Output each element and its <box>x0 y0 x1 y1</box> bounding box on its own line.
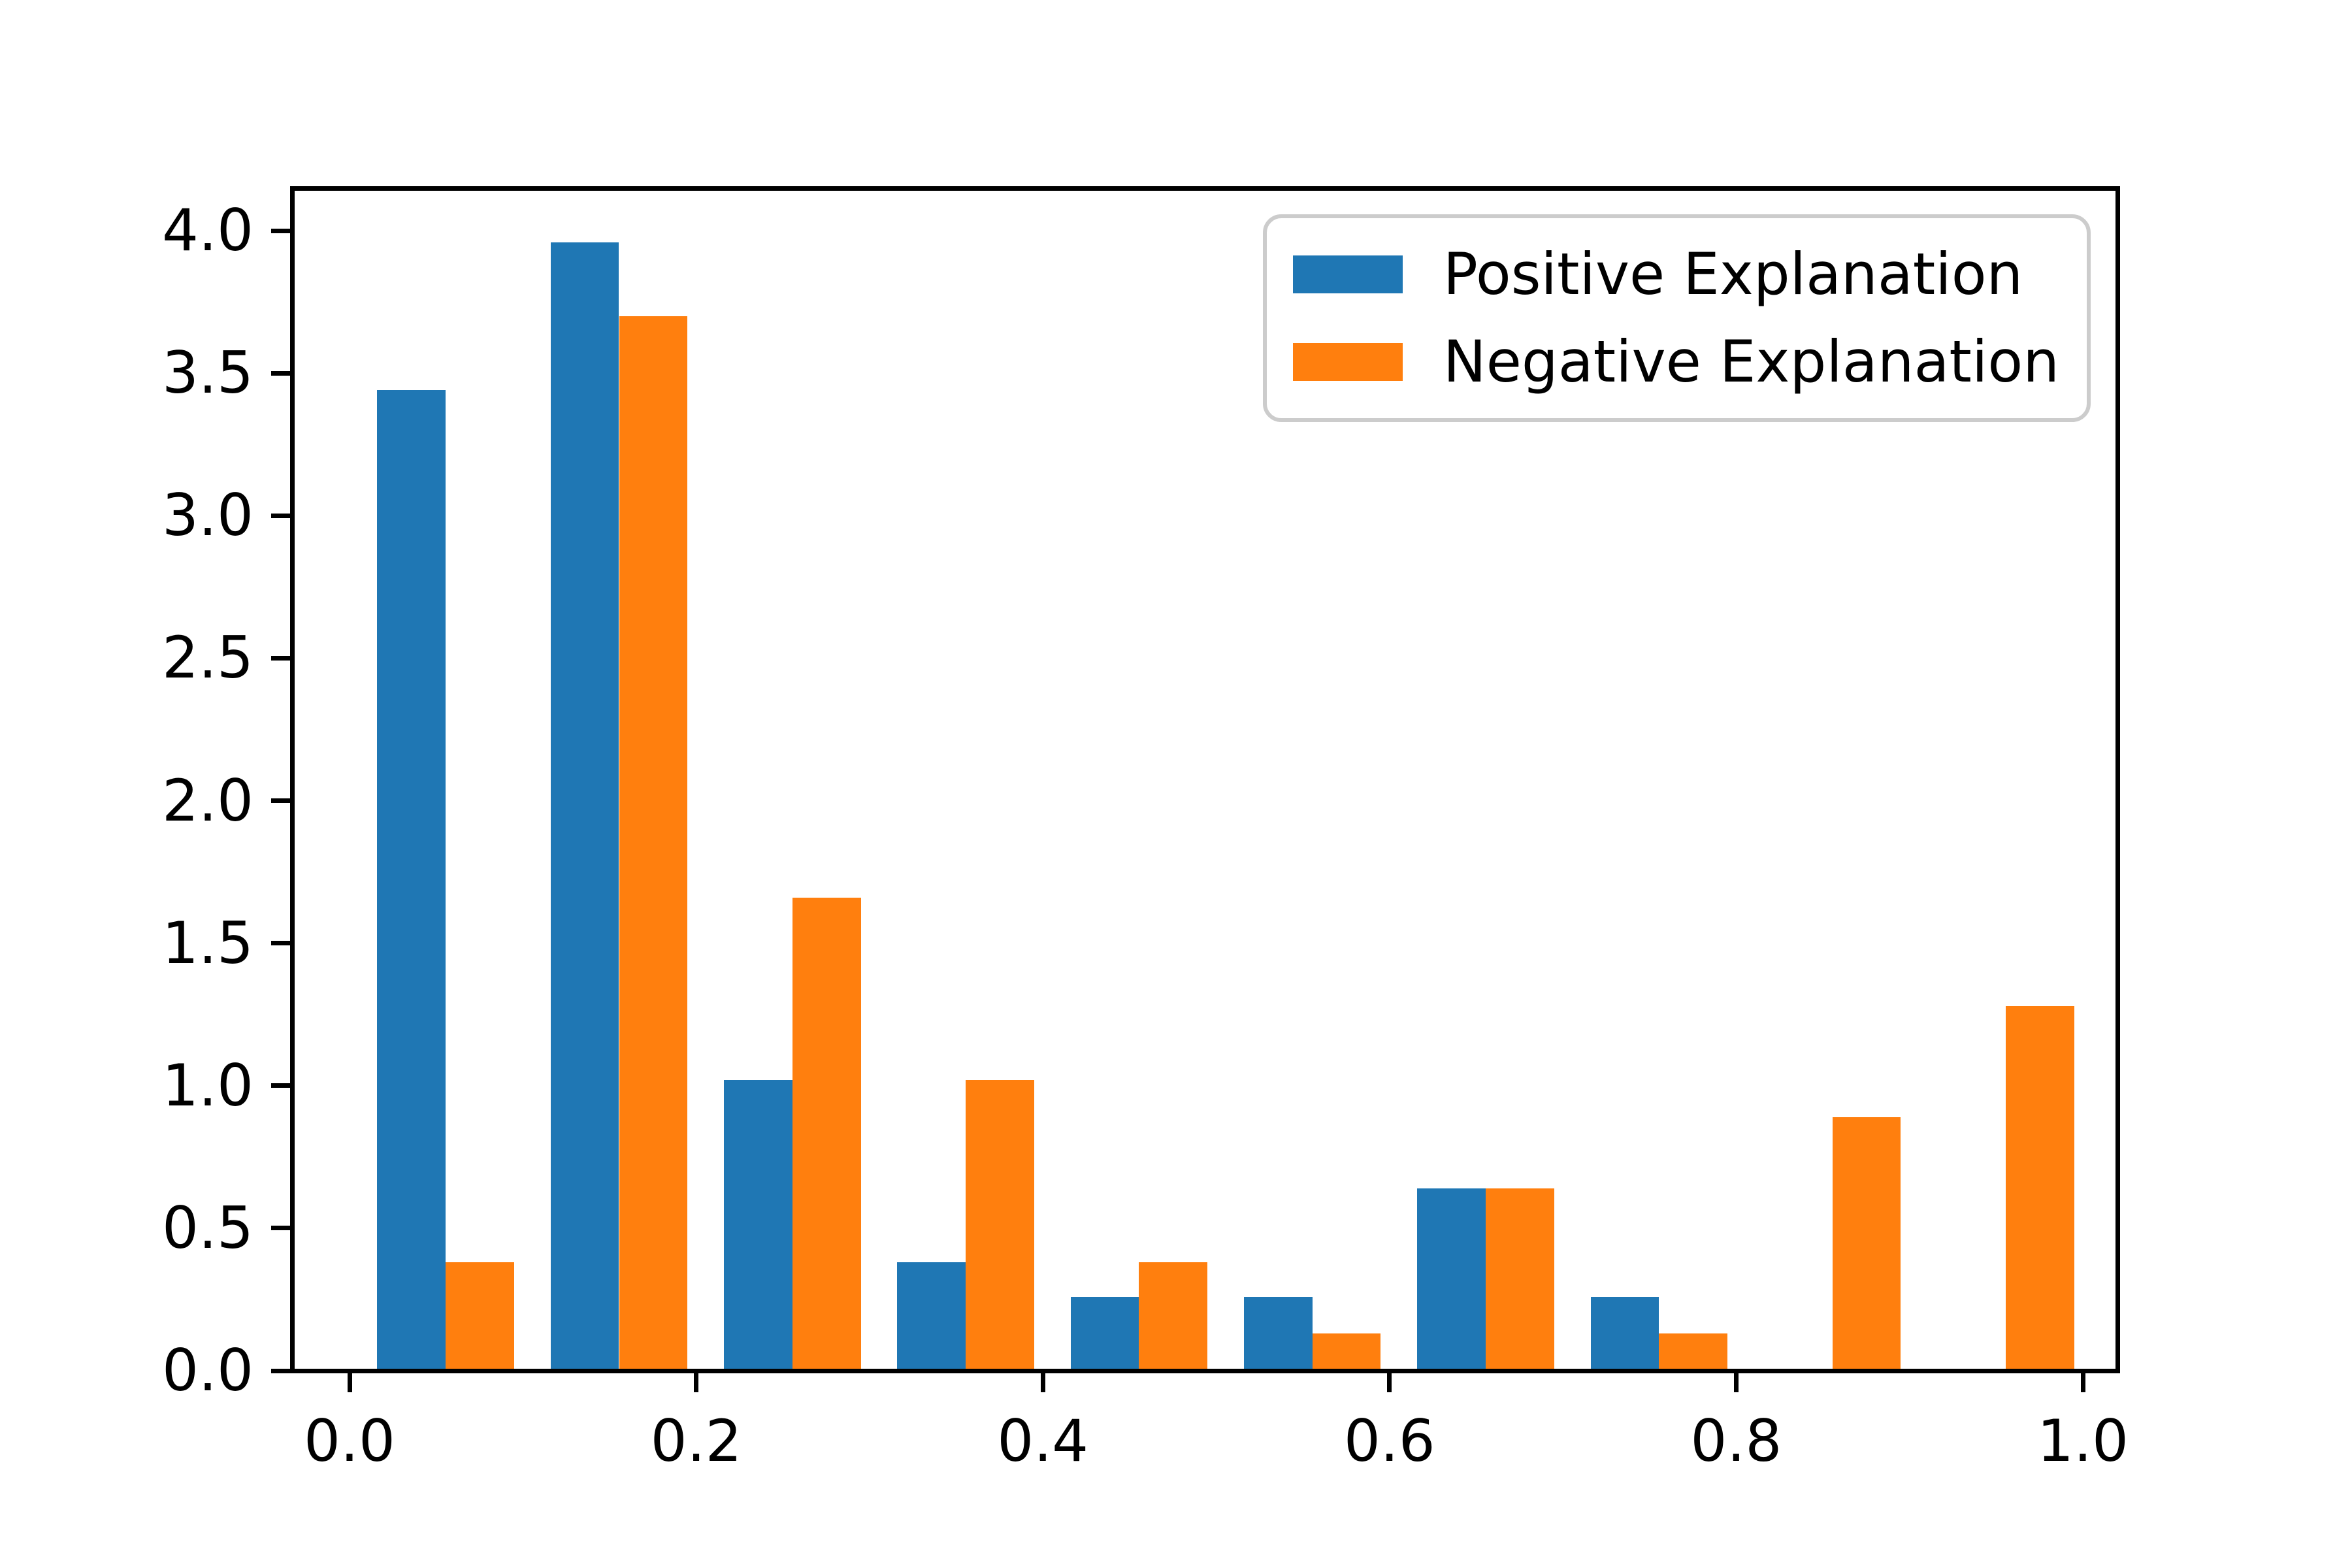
y-tick-4 <box>271 798 290 803</box>
spine-bottom <box>290 1369 2120 1373</box>
y-tick-label-5: 2.5 <box>162 624 253 692</box>
bar-positive-bin-5 <box>1243 1296 1313 1371</box>
x-tick-5 <box>2080 1373 2085 1392</box>
y-tick-label-8: 4.0 <box>162 197 253 264</box>
y-tick-label-7: 3.5 <box>162 339 253 407</box>
legend: Positive Explanation Negative Explanatio… <box>1262 214 2091 422</box>
bar-negative-bin-0 <box>446 1262 514 1371</box>
y-tick-8 <box>271 228 290 233</box>
x-tick-2 <box>1040 1373 1045 1392</box>
bar-negative-bin-8 <box>1832 1117 1901 1371</box>
bar-positive-bin-1 <box>550 242 619 1371</box>
y-tick-2 <box>271 1083 290 1088</box>
spine-right <box>2115 186 2120 1373</box>
bar-positive-bin-3 <box>897 1262 966 1371</box>
spine-left <box>290 186 295 1373</box>
y-tick-label-6: 3.0 <box>162 482 253 549</box>
bar-negative-bin-5 <box>1312 1333 1381 1371</box>
bar-positive-bin-7 <box>1590 1296 1659 1371</box>
legend-swatch-negative-icon <box>1292 343 1403 381</box>
bar-positive-bin-0 <box>377 390 446 1371</box>
bar-negative-bin-7 <box>1659 1333 1728 1371</box>
y-tick-0 <box>271 1368 290 1373</box>
y-tick-7 <box>271 370 290 376</box>
y-tick-label-4: 2.0 <box>162 766 253 834</box>
legend-swatch-positive-icon <box>1292 255 1403 293</box>
x-tick-label-5: 1.0 <box>2037 1407 2129 1475</box>
legend-label-positive: Positive Explanation <box>1443 240 2023 308</box>
bar-positive-bin-6 <box>1417 1188 1486 1371</box>
y-tick-label-2: 1.0 <box>162 1051 253 1119</box>
x-tick-label-4: 0.8 <box>1690 1407 1782 1475</box>
x-tick-label-1: 0.2 <box>650 1407 742 1475</box>
legend-label-negative: Negative Explanation <box>1443 328 2059 395</box>
y-tick-label-0: 0.0 <box>162 1337 253 1404</box>
bar-negative-bin-2 <box>792 897 861 1371</box>
x-tick-label-0: 0.0 <box>304 1407 395 1475</box>
legend-row-negative: Negative Explanation <box>1292 328 2059 395</box>
y-tick-5 <box>271 655 290 661</box>
bar-negative-bin-4 <box>1139 1262 1208 1371</box>
x-tick-label-3: 0.6 <box>1343 1407 1435 1475</box>
x-tick-1 <box>694 1373 699 1392</box>
bar-positive-bin-4 <box>1070 1296 1139 1371</box>
y-tick-6 <box>271 513 290 518</box>
bar-negative-bin-6 <box>1486 1188 1554 1371</box>
y-tick-label-3: 1.5 <box>162 909 253 977</box>
x-tick-4 <box>1733 1373 1739 1392</box>
bar-negative-bin-3 <box>966 1080 1034 1371</box>
bar-positive-bin-2 <box>724 1080 792 1371</box>
y-tick-3 <box>271 941 290 946</box>
legend-row-positive: Positive Explanation <box>1292 240 2059 308</box>
spine-top <box>290 186 2120 191</box>
y-tick-1 <box>271 1226 290 1231</box>
x-tick-0 <box>347 1373 352 1392</box>
x-tick-label-2: 0.4 <box>997 1407 1089 1475</box>
bar-negative-bin-9 <box>2005 1005 2074 1371</box>
x-tick-3 <box>1387 1373 1392 1392</box>
bar-negative-bin-1 <box>619 316 688 1371</box>
y-tick-label-1: 0.5 <box>162 1194 253 1262</box>
